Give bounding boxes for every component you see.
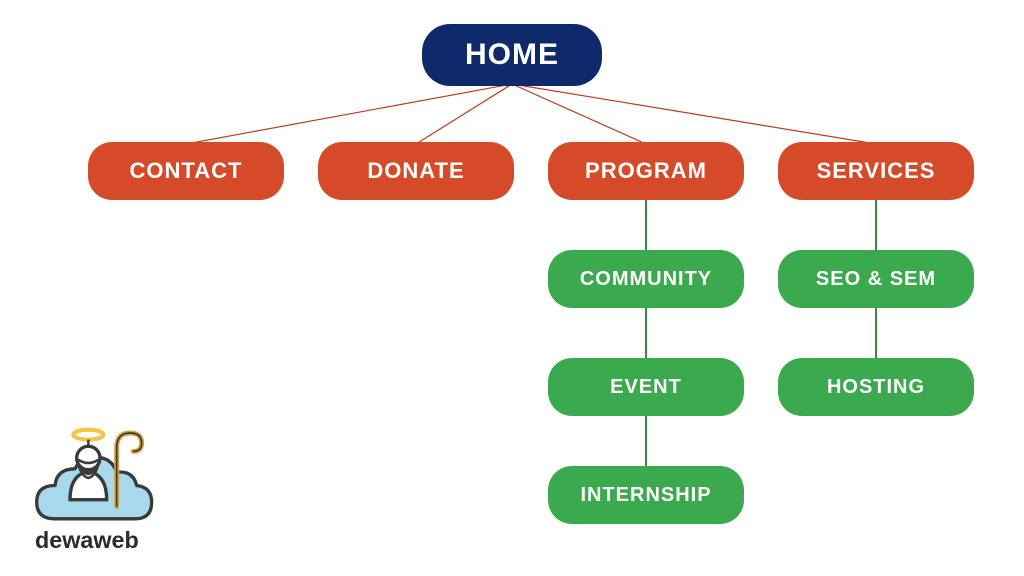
node-label: SEO & SEM <box>816 268 936 291</box>
dewaweb-logo: dewaweb <box>30 423 180 556</box>
edge-home-contact <box>186 84 512 144</box>
node-internship: INTERNSHIP <box>548 466 744 524</box>
node-label: PROGRAM <box>585 158 707 184</box>
edge-home-services <box>512 84 876 144</box>
node-label: DONATE <box>367 158 464 184</box>
node-donate: DONATE <box>318 142 514 200</box>
node-event: EVENT <box>548 358 744 416</box>
node-seosem: SEO & SEM <box>778 250 974 308</box>
node-label: CONTACT <box>130 158 243 184</box>
node-contact: CONTACT <box>88 142 284 200</box>
node-label: SERVICES <box>817 158 936 184</box>
node-label: COMMUNITY <box>580 268 712 291</box>
node-label: EVENT <box>610 376 682 399</box>
node-home: HOME <box>422 24 602 86</box>
node-program: PROGRAM <box>548 142 744 200</box>
node-services: SERVICES <box>778 142 974 200</box>
node-community: COMMUNITY <box>548 250 744 308</box>
node-label: HOME <box>465 38 559 72</box>
node-hosting: HOSTING <box>778 358 974 416</box>
node-label: INTERNSHIP <box>580 484 711 507</box>
logo-graphic: dewaweb <box>30 423 180 556</box>
edge-home-program <box>512 84 646 144</box>
logo-text: dewaweb <box>35 527 139 553</box>
edge-home-donate <box>416 84 512 144</box>
node-label: HOSTING <box>827 376 925 399</box>
